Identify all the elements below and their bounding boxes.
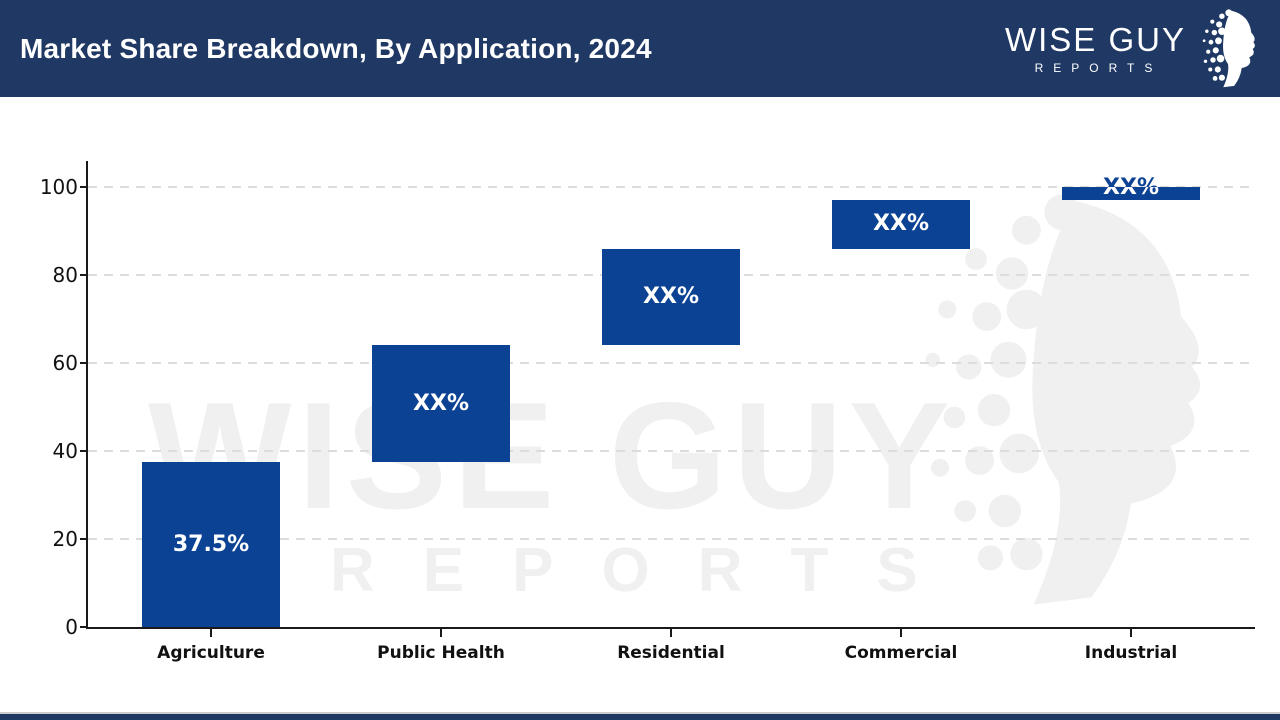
y-axis-tick-label: 80: [52, 263, 78, 287]
bar-value-label: XX%: [873, 211, 929, 237]
gridline-60: [88, 362, 1253, 364]
brand-name: WISE GUY: [1004, 21, 1186, 58]
x-axis-tick-mark: [900, 629, 902, 637]
chart-canvas: WISE GUY REPORTS 02040608010037.5%37.5%A…: [0, 97, 1280, 713]
y-axis-tick-mark: [80, 362, 88, 364]
brand-logo: WISE GUY REPORTS: [1005, 8, 1262, 90]
brand-subname: REPORTS: [1034, 61, 1163, 75]
watermark-face-icon: [925, 194, 1201, 605]
brand-logo-text: WISE GUY REPORTS: [1005, 23, 1186, 74]
x-axis-category-label: Residential: [617, 643, 725, 663]
y-axis-tick-mark: [80, 538, 88, 540]
y-axis-tick-mark: [80, 450, 88, 452]
x-axis-tick-mark: [440, 629, 442, 637]
x-axis-category-label: Agriculture: [157, 643, 265, 663]
x-axis-tick-mark: [670, 629, 672, 637]
y-axis-tick-label: 0: [65, 615, 78, 639]
watermark-subtext: REPORTS: [330, 536, 966, 605]
bar-value-label: XX%: [1103, 174, 1159, 200]
page-title: Market Share Breakdown, By Application, …: [20, 32, 652, 64]
footer-stripe: [0, 714, 1280, 720]
bar-value-label: 37.5%: [172, 531, 250, 557]
gridline-100: [88, 186, 1253, 188]
x-axis-category-label: Industrial: [1084, 643, 1178, 663]
x-axis-category-label: Commercial: [844, 643, 958, 663]
header-banner: Market Share Breakdown, By Application, …: [0, 0, 1280, 97]
x-axis-tick-mark: [210, 629, 212, 637]
y-axis-tick-label: 20: [52, 527, 78, 551]
bar-value-label: XX%: [643, 284, 699, 309]
y-axis-tick-mark: [80, 626, 88, 628]
bar-public-health: [372, 345, 510, 462]
y-axis-tick-mark: [80, 274, 88, 276]
bar-value-label: XX%: [413, 390, 469, 416]
bar-commercial: [832, 200, 970, 249]
wise-guy-face-icon: [1202, 8, 1255, 87]
gridline-20: [88, 538, 1253, 540]
gridline-40: [88, 450, 1253, 452]
y-axis-tick-label: 40: [52, 439, 78, 463]
y-axis-tick-label: 100: [39, 175, 78, 199]
bar-industrial: [1062, 187, 1200, 201]
y-axis-line: [86, 161, 88, 629]
y-axis-tick-mark: [80, 186, 88, 188]
x-axis-tick-mark: [1130, 629, 1132, 637]
x-axis-category-label: Public Health: [377, 643, 505, 663]
bar-residential: [602, 248, 740, 346]
bar-agriculture: [142, 462, 280, 627]
x-axis-line: [86, 627, 1255, 629]
footer-divider: [0, 712, 1280, 714]
y-axis-tick-label: 60: [52, 351, 78, 375]
